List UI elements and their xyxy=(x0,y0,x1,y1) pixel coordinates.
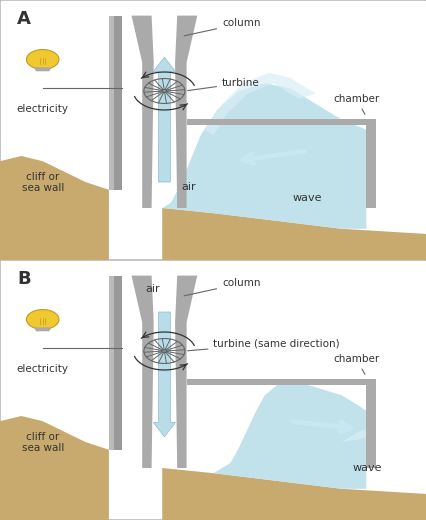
Text: turbine: turbine xyxy=(187,78,259,90)
FancyArrow shape xyxy=(153,312,175,437)
Bar xyxy=(186,119,375,125)
FancyBboxPatch shape xyxy=(0,0,426,260)
Bar xyxy=(186,379,375,385)
Bar xyxy=(109,276,114,450)
Text: electricity: electricity xyxy=(17,364,69,374)
Text: B: B xyxy=(17,270,31,289)
Bar xyxy=(366,379,375,468)
Text: air: air xyxy=(145,284,160,294)
Polygon shape xyxy=(131,276,153,468)
Text: A: A xyxy=(17,10,31,29)
Circle shape xyxy=(161,349,167,353)
Text: turbine (same direction): turbine (same direction) xyxy=(187,338,340,351)
Polygon shape xyxy=(0,156,109,260)
Polygon shape xyxy=(34,68,52,71)
Polygon shape xyxy=(0,416,109,520)
Polygon shape xyxy=(131,16,153,208)
Polygon shape xyxy=(213,380,366,489)
FancyBboxPatch shape xyxy=(0,260,426,520)
Text: column: column xyxy=(184,18,260,36)
Text: chamber: chamber xyxy=(332,94,378,114)
Bar xyxy=(109,276,121,450)
Text: cliff or
sea wall: cliff or sea wall xyxy=(21,172,64,193)
Polygon shape xyxy=(34,328,52,331)
Text: electricity: electricity xyxy=(17,104,69,114)
Text: wave: wave xyxy=(292,193,322,203)
Text: air: air xyxy=(181,183,196,192)
Polygon shape xyxy=(175,16,197,208)
Text: cliff or
sea wall: cliff or sea wall xyxy=(21,432,64,453)
Polygon shape xyxy=(204,73,315,135)
Bar xyxy=(366,119,375,208)
Polygon shape xyxy=(162,208,426,260)
Text: wave: wave xyxy=(351,463,381,473)
Circle shape xyxy=(26,49,59,69)
Polygon shape xyxy=(162,468,426,520)
Bar xyxy=(109,16,114,190)
FancyArrow shape xyxy=(153,57,175,182)
Polygon shape xyxy=(162,83,366,229)
Circle shape xyxy=(161,89,167,93)
Circle shape xyxy=(26,309,59,329)
Polygon shape xyxy=(175,276,197,468)
Text: column: column xyxy=(184,278,260,296)
Polygon shape xyxy=(341,426,375,442)
Bar xyxy=(109,16,121,190)
Text: chamber: chamber xyxy=(332,354,378,374)
